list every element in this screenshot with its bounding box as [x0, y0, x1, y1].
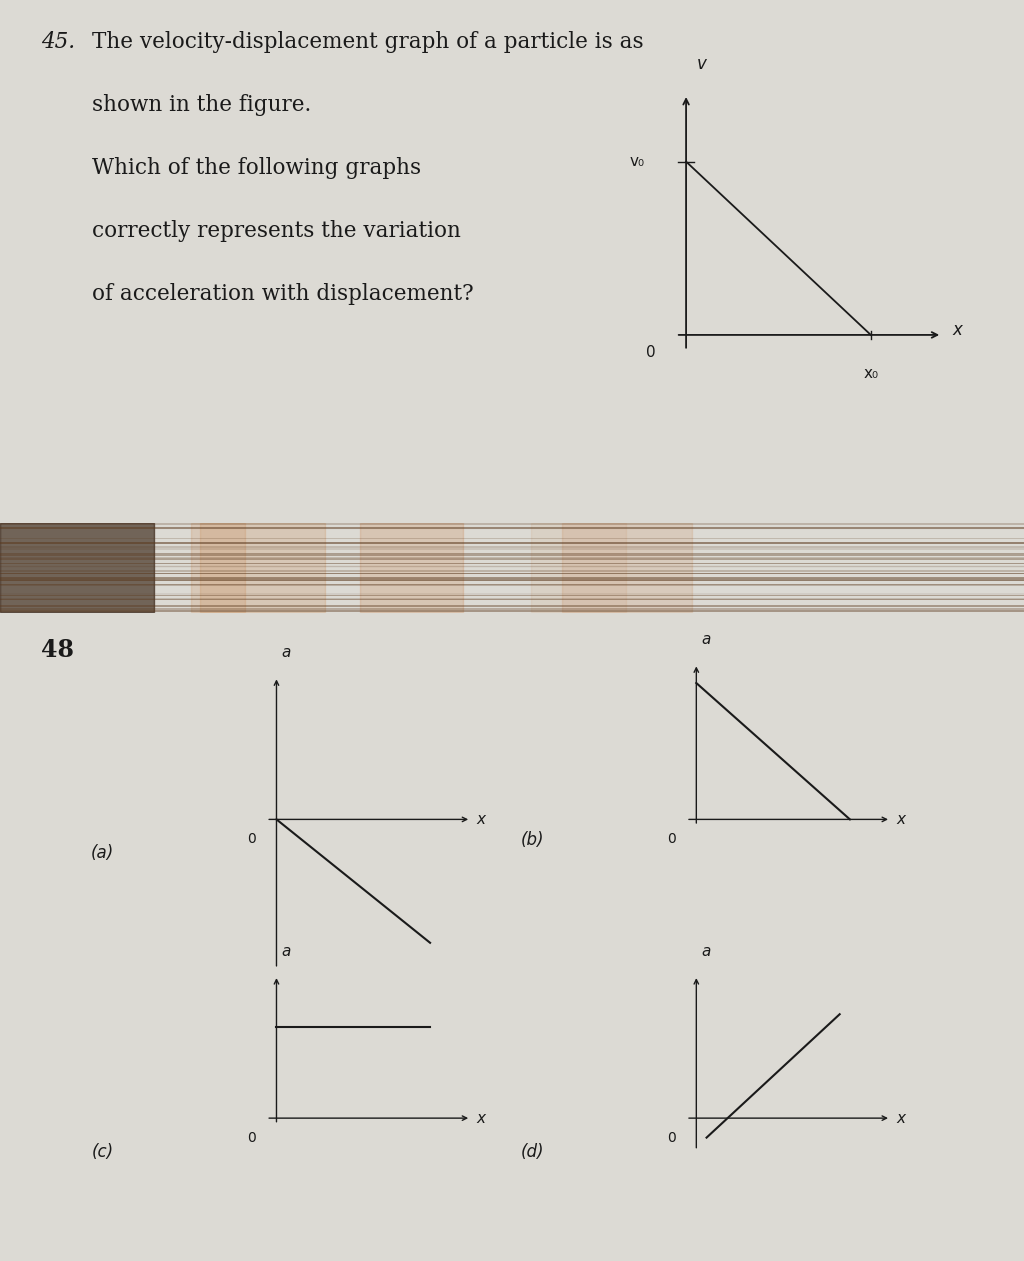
Text: (a): (a): [91, 845, 114, 863]
Text: x: x: [952, 320, 963, 339]
Text: correctly represents the variation: correctly represents the variation: [92, 219, 461, 242]
Text: x: x: [896, 812, 905, 827]
Text: 0: 0: [646, 346, 655, 361]
Text: The velocity-displacement graph of a particle is as: The velocity-displacement graph of a par…: [92, 32, 644, 53]
Text: v₀: v₀: [630, 154, 645, 169]
Text: a: a: [282, 646, 291, 661]
Text: of acceleration with displacement?: of acceleration with displacement?: [92, 282, 474, 305]
Text: 48: 48: [41, 638, 74, 662]
Text: a: a: [701, 944, 711, 960]
Text: x: x: [476, 812, 485, 827]
Text: x: x: [896, 1111, 905, 1126]
Text: x: x: [476, 1111, 485, 1126]
Text: 0: 0: [667, 1131, 676, 1145]
Text: x₀: x₀: [863, 366, 879, 381]
Text: a: a: [701, 632, 711, 647]
Text: (b): (b): [521, 831, 544, 850]
Text: 0: 0: [667, 832, 676, 846]
Text: 0: 0: [247, 832, 256, 846]
Text: (d): (d): [521, 1142, 544, 1161]
Text: a: a: [282, 944, 291, 960]
Text: (c): (c): [91, 1142, 114, 1161]
Text: shown in the figure.: shown in the figure.: [92, 95, 311, 116]
Text: 0: 0: [247, 1131, 256, 1145]
Text: 45.: 45.: [41, 32, 75, 53]
Text: v: v: [696, 55, 707, 73]
Text: Which of the following graphs: Which of the following graphs: [92, 158, 421, 179]
